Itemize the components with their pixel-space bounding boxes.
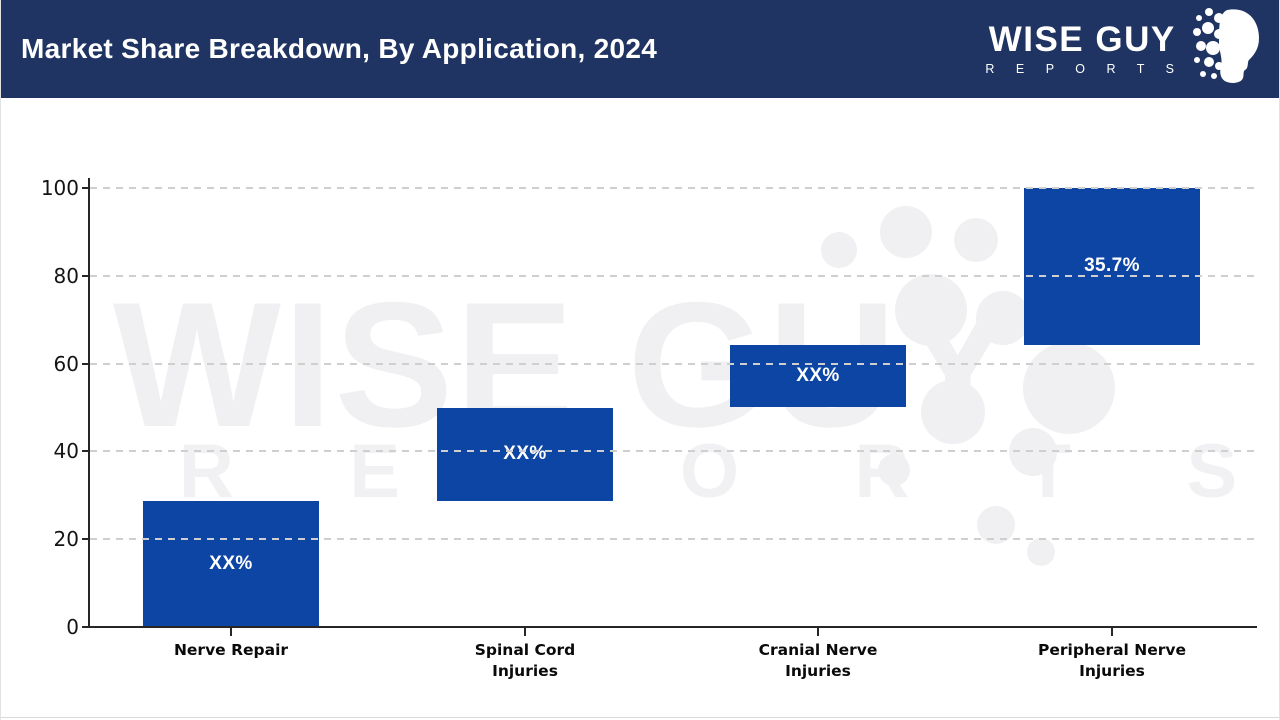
bar-value-label: XX%: [796, 365, 840, 387]
bar-spinal-cord-injuries: XX%: [437, 407, 613, 502]
watermark-dot: [878, 454, 910, 486]
watermark-dot: [1027, 538, 1055, 566]
watermark-dot: [880, 206, 932, 258]
bar-peripheral-nerve-injuries: 35.7%: [1024, 188, 1200, 345]
x-category-label: Nerve Repair: [173, 641, 289, 659]
brand-logo-line2: R E P O R T S: [985, 62, 1183, 77]
x-category-label: Peripheral Nerve Injuries: [1037, 641, 1187, 680]
y-tick-label: 40: [53, 439, 79, 464]
watermark-dot: [954, 218, 998, 262]
y-tick-mark: [82, 626, 89, 628]
watermark-dot: [895, 274, 967, 346]
gridline-y-80: [90, 274, 1257, 277]
y-tick-mark: [82, 450, 89, 453]
x-category-label: Cranial Nerve Injuries: [758, 641, 878, 680]
dotted-head-profile-icon: [1189, 4, 1261, 95]
gridline-y-20: [90, 538, 1257, 541]
y-tick-label: 0: [66, 615, 79, 639]
watermark-dot: [1023, 342, 1115, 434]
x-tick-mark: [817, 628, 819, 636]
gridline-y-100: [90, 187, 1257, 189]
bottom-border-line: [1, 717, 1279, 718]
bar-nerve-repair: XX%: [143, 501, 319, 627]
gridline-y-40: [90, 450, 1257, 453]
x-tick-mark: [1111, 628, 1113, 636]
y-tick-label: 60: [53, 351, 79, 376]
watermark-dot: [976, 291, 1030, 345]
x-tick-mark: [524, 628, 526, 636]
watermark-dot: [921, 380, 985, 444]
x-axis-spine: [88, 626, 1257, 628]
x-category-label: Spinal Cord Injuries: [474, 641, 576, 680]
bar-value-label: 35.7%: [1084, 255, 1140, 277]
page-title: Market Share Breakdown, By Application, …: [21, 33, 658, 64]
bar-value-label: XX%: [209, 553, 253, 575]
y-tick-mark: [82, 362, 89, 365]
watermark-text-line2: R E P O R T S: [179, 429, 1280, 514]
y-tick-mark: [82, 274, 89, 277]
brand-logo-text: WISE GUY R E P O R T S: [981, 22, 1183, 76]
x-tick-mark: [230, 628, 232, 636]
y-tick-mark: [82, 538, 89, 541]
y-tick-label: 100: [40, 176, 79, 200]
y-tick-label: 80: [53, 263, 79, 288]
y-axis-spine: [88, 178, 90, 628]
brand-logo: WISE GUY R E P O R T S: [981, 4, 1261, 95]
watermark-dot: [821, 232, 857, 268]
gridline-y-60: [90, 362, 1257, 365]
bar-value-label: XX%: [503, 443, 547, 465]
y-tick-mark: [82, 187, 89, 189]
header-bar: Market Share Breakdown, By Application, …: [1, 0, 1279, 98]
watermark-dot: [977, 506, 1015, 544]
brand-logo-line1: WISE GUY: [988, 20, 1176, 60]
y-tick-label: 20: [53, 527, 79, 552]
bar-cranial-nerve-injuries: XX%: [730, 344, 906, 408]
